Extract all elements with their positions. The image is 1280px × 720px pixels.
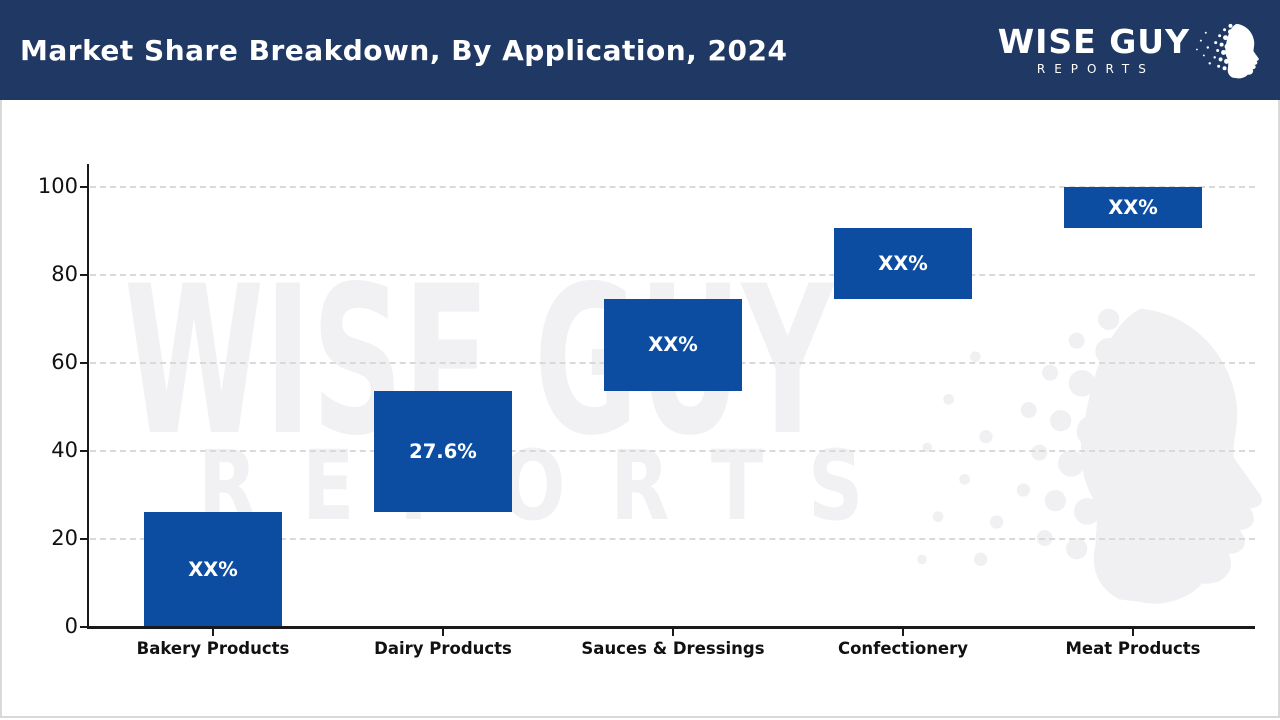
bar-label: XX% — [648, 333, 698, 357]
gridline — [90, 538, 1255, 540]
chart-area: WISE GUY REPORTS 0 20 40 60 80 100 XX% Bakery P… — [0, 100, 1280, 718]
logo-text: WISE GUY REPORTS — [998, 25, 1190, 76]
bar: XX% — [1064, 187, 1202, 229]
bar: XX% — [834, 228, 972, 300]
bar: 27.6% — [374, 390, 512, 513]
y-tick-mark — [80, 626, 88, 628]
x-tick-mark — [442, 629, 444, 636]
bar-label: XX% — [1108, 196, 1158, 220]
gridline — [90, 450, 1255, 452]
x-axis — [87, 626, 1255, 629]
y-tick-mark — [80, 274, 88, 276]
y-tick-label: 100 — [37, 174, 78, 198]
y-tick-label: 60 — [51, 350, 78, 374]
bar: XX% — [604, 299, 742, 391]
x-tick-mark — [672, 629, 674, 636]
bar-label: XX% — [878, 252, 928, 276]
watermark-face-icon — [917, 308, 1262, 604]
gridline — [90, 274, 1255, 276]
x-tick-mark — [212, 629, 214, 636]
y-tick-mark — [80, 450, 88, 452]
logo-tagline: REPORTS — [1036, 61, 1155, 76]
x-axis-label: Meat Products — [1065, 639, 1201, 658]
bar-label: XX% — [188, 558, 238, 582]
y-tick-label: 20 — [51, 526, 78, 550]
x-tick-mark — [1132, 629, 1134, 636]
x-axis-label: Confectionery — [837, 639, 969, 658]
y-tick-mark — [80, 186, 88, 188]
y-axis — [87, 164, 89, 629]
y-tick-label: 0 — [64, 614, 78, 638]
page-title: Market Share Breakdown, By Application, … — [20, 33, 788, 67]
x-tick-mark — [902, 629, 904, 636]
bar: XX% — [144, 512, 282, 627]
x-axis-label: Dairy Products — [374, 639, 512, 658]
x-axis-label: Bakery Products — [136, 639, 290, 658]
wise-guy-logo: WISE GUY REPORTS — [998, 8, 1266, 92]
logo-face-icon — [1196, 23, 1259, 79]
header: Market Share Breakdown, By Application, … — [0, 0, 1280, 100]
logo-name: WISE GUY — [997, 21, 1190, 61]
y-tick-label: 80 — [51, 262, 78, 286]
y-tick-mark — [80, 362, 88, 364]
y-tick-label: 40 — [51, 438, 78, 462]
x-axis-label: Sauces & Dressings — [581, 639, 765, 658]
bar-label: 27.6% — [409, 439, 477, 463]
gridline — [90, 186, 1255, 188]
watermark-text-line2: REPORTS — [198, 430, 909, 542]
y-tick-mark — [80, 538, 88, 540]
